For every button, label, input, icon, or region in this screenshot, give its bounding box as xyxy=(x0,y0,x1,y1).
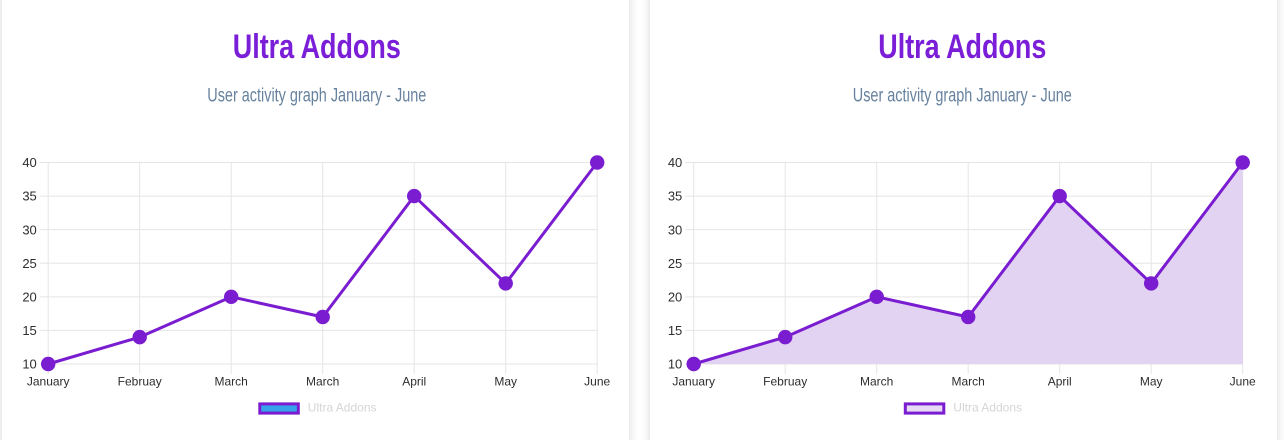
svg-text:30: 30 xyxy=(668,222,682,237)
svg-text:User activity graph January -: User activity graph January - June xyxy=(853,85,1072,106)
svg-text:Ultra Addons: Ultra Addons xyxy=(308,401,377,415)
svg-text:40: 40 xyxy=(22,155,36,170)
svg-text:35: 35 xyxy=(22,189,36,204)
svg-text:Ultra Addons: Ultra Addons xyxy=(878,28,1046,66)
svg-text:35: 35 xyxy=(668,189,682,204)
svg-text:March: March xyxy=(860,375,893,389)
svg-text:30: 30 xyxy=(22,222,36,237)
svg-text:April: April xyxy=(402,375,426,389)
svg-text:Ultra Addons: Ultra Addons xyxy=(233,28,401,66)
svg-text:20: 20 xyxy=(668,289,682,304)
svg-text:15: 15 xyxy=(668,323,682,338)
svg-text:May: May xyxy=(494,375,517,389)
svg-text:March: March xyxy=(215,375,248,389)
svg-text:40: 40 xyxy=(668,155,682,170)
svg-text:20: 20 xyxy=(22,289,36,304)
svg-text:March: March xyxy=(952,375,985,389)
svg-text:April: April xyxy=(1048,375,1072,389)
svg-text:25: 25 xyxy=(668,256,682,271)
svg-text:Ultra Addons: Ultra Addons xyxy=(953,401,1022,415)
svg-text:March: March xyxy=(306,375,339,389)
svg-text:January: January xyxy=(672,375,715,389)
svg-text:June: June xyxy=(584,375,610,389)
svg-text:January: January xyxy=(27,375,70,389)
svg-text:June: June xyxy=(1230,375,1256,389)
svg-text:15: 15 xyxy=(22,323,36,338)
svg-text:May: May xyxy=(1140,375,1163,389)
svg-text:10: 10 xyxy=(668,357,682,372)
svg-text:25: 25 xyxy=(22,256,36,271)
svg-text:Februay: Februay xyxy=(763,375,807,389)
svg-text:User activity graph January -: User activity graph January - June xyxy=(207,85,426,106)
svg-text:10: 10 xyxy=(22,357,36,372)
svg-text:Februay: Februay xyxy=(118,375,162,389)
